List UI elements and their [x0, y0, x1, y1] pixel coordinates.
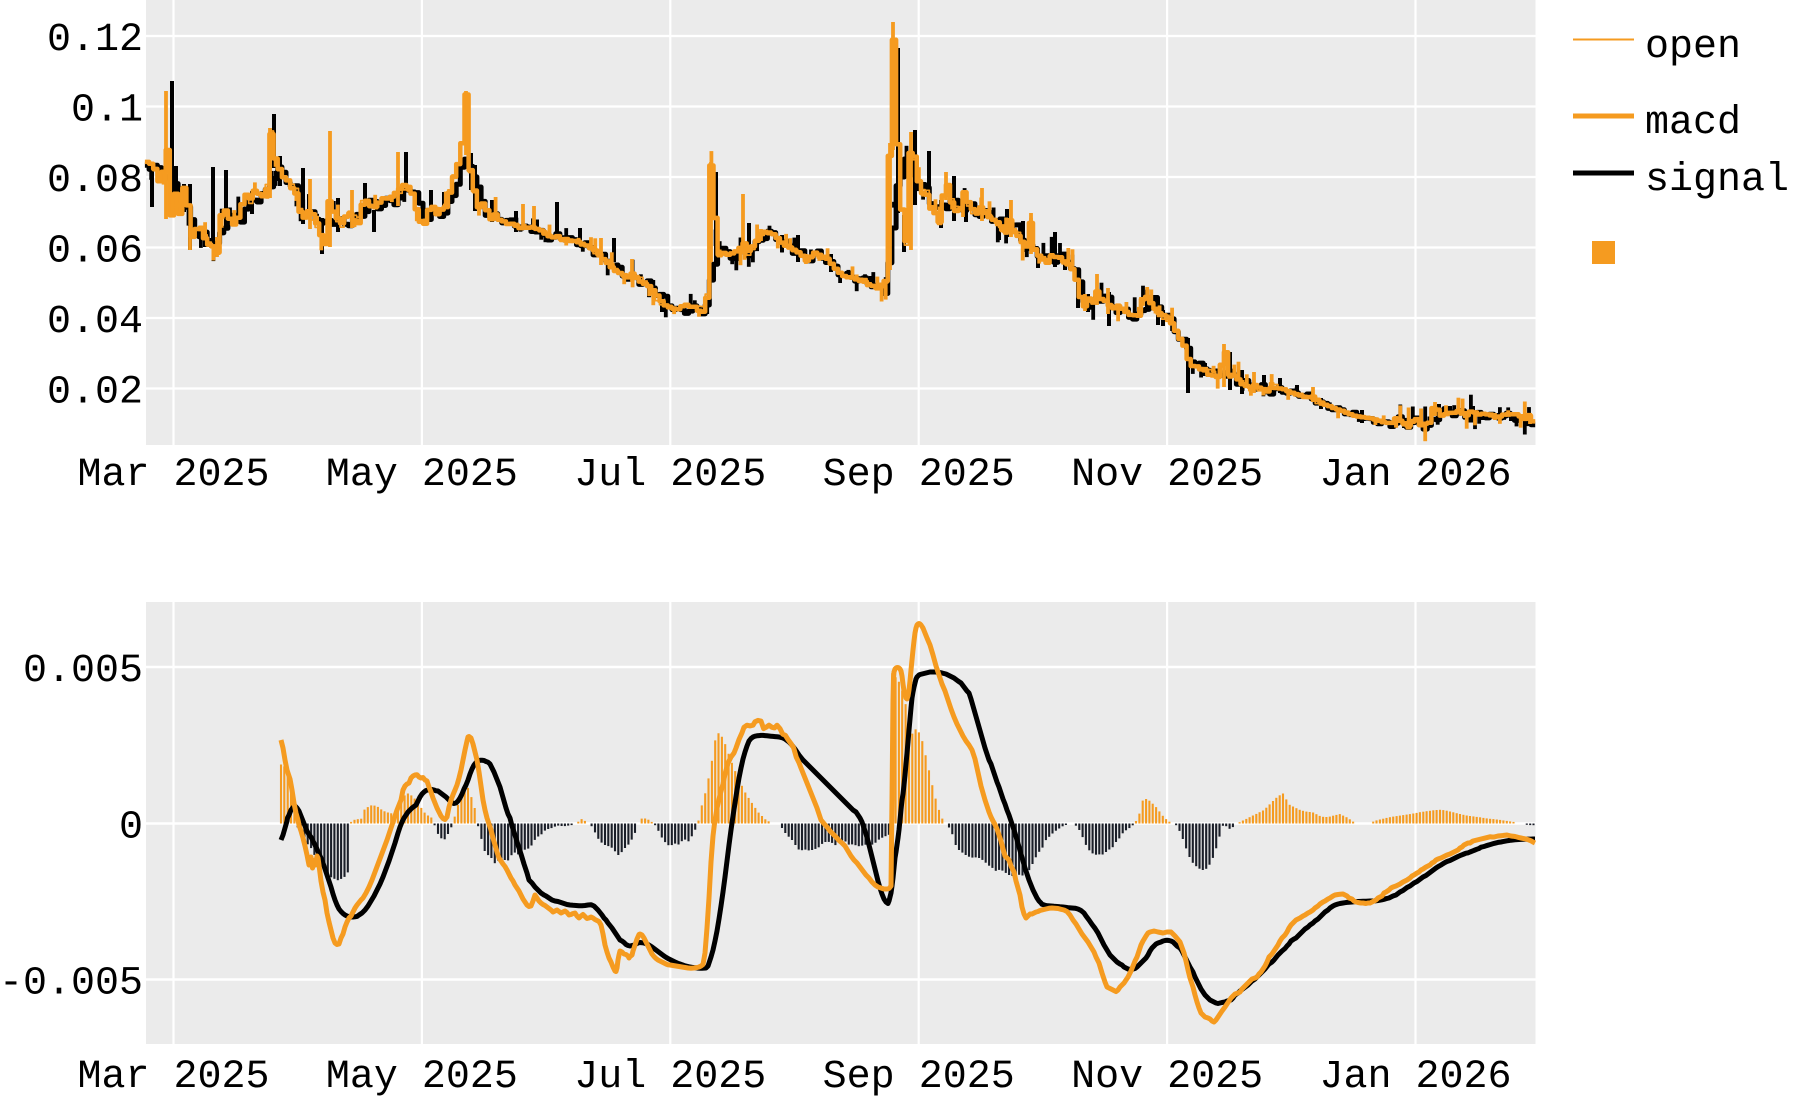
svg-text:macd: macd — [1645, 101, 1741, 146]
svg-text:Mar 2025: Mar 2025 — [77, 453, 269, 498]
svg-text:0.12: 0.12 — [47, 18, 143, 63]
svg-text:Jan 2026: Jan 2026 — [1319, 453, 1511, 498]
svg-text:0.06: 0.06 — [47, 230, 143, 275]
svg-text:0.1: 0.1 — [71, 89, 143, 134]
svg-text:Nov 2025: Nov 2025 — [1071, 1055, 1263, 1100]
svg-text:Mar 2025: Mar 2025 — [77, 1055, 269, 1100]
svg-text:Sep 2025: Sep 2025 — [823, 1055, 1015, 1100]
svg-text:Jan 2026: Jan 2026 — [1319, 1055, 1511, 1100]
svg-text:May 2025: May 2025 — [326, 1055, 518, 1100]
svg-text:0: 0 — [119, 806, 143, 851]
svg-text:-0.005: -0.005 — [0, 962, 143, 1007]
svg-text:Nov 2025: Nov 2025 — [1071, 453, 1263, 498]
svg-text:0.005: 0.005 — [23, 649, 143, 694]
svg-text:Jul 2025: Jul 2025 — [574, 1055, 766, 1100]
svg-text:Jul 2025: Jul 2025 — [574, 453, 766, 498]
svg-text:0.08: 0.08 — [47, 159, 143, 204]
svg-text:signal: signal — [1645, 158, 1789, 203]
svg-text:Sep 2025: Sep 2025 — [823, 453, 1015, 498]
svg-text:0.04: 0.04 — [47, 300, 143, 345]
svg-text:0.02: 0.02 — [47, 371, 143, 416]
svg-text:May 2025: May 2025 — [326, 453, 518, 498]
svg-text:open: open — [1645, 25, 1741, 70]
